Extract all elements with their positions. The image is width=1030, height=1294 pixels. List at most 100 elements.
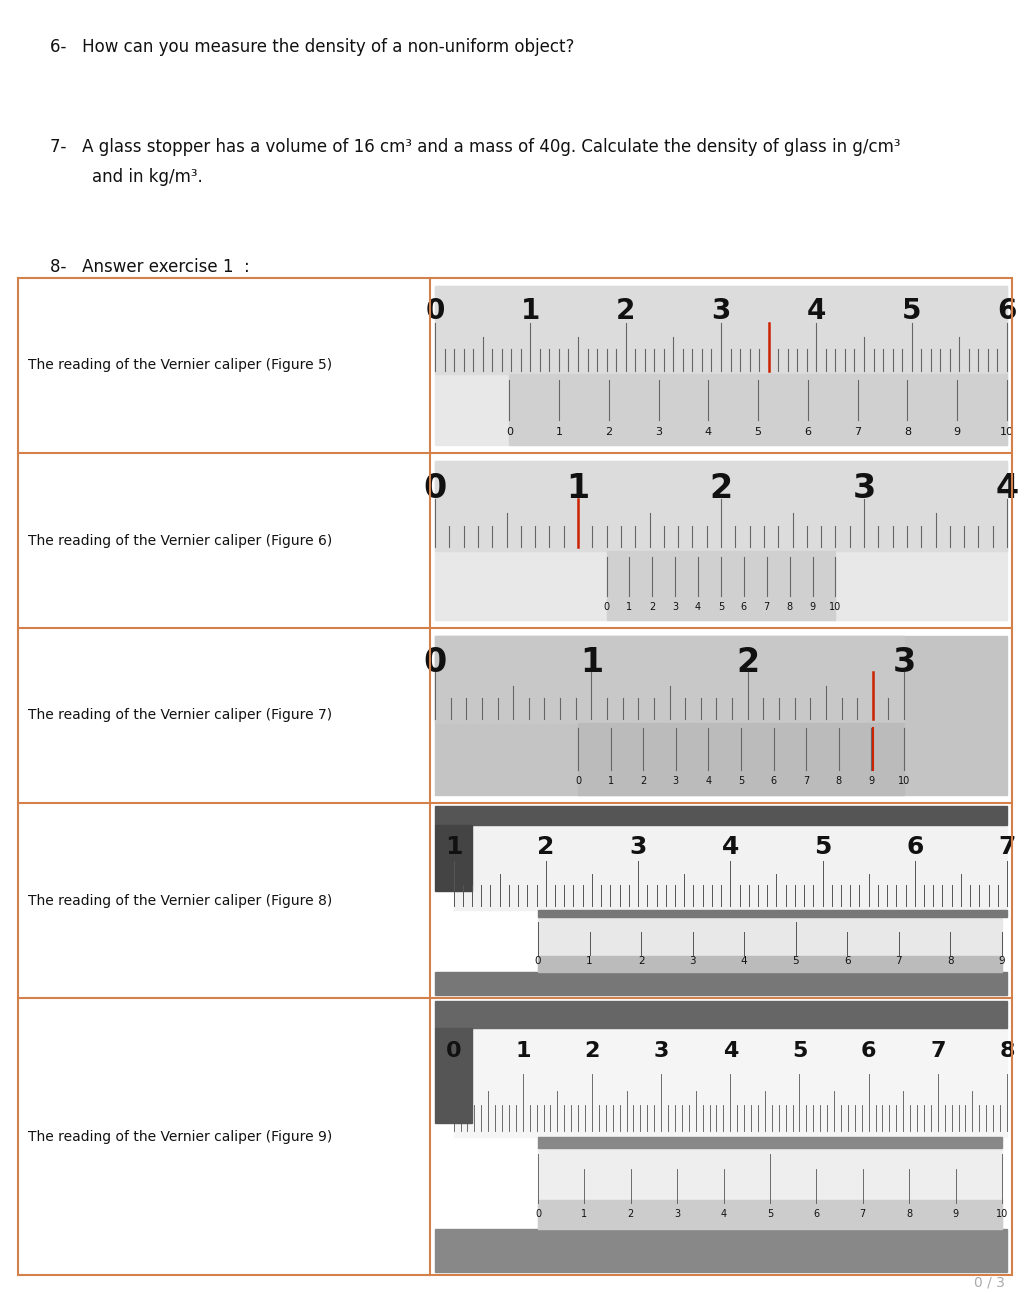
Text: 4: 4 — [695, 602, 701, 612]
Text: 0: 0 — [535, 1209, 541, 1219]
Text: 2: 2 — [638, 956, 645, 965]
Text: 2: 2 — [649, 602, 655, 612]
Text: 3: 3 — [853, 472, 875, 505]
Text: 1: 1 — [626, 602, 632, 612]
Text: 3: 3 — [674, 1209, 680, 1219]
Text: 9: 9 — [954, 427, 961, 436]
Bar — [435, 824, 472, 892]
Bar — [578, 722, 904, 795]
Text: 1: 1 — [566, 472, 589, 505]
Text: 1: 1 — [580, 647, 603, 679]
Bar — [538, 910, 1007, 917]
Bar — [435, 461, 1007, 620]
Text: 8: 8 — [835, 776, 842, 787]
Text: 6: 6 — [906, 835, 924, 859]
Text: 7: 7 — [930, 1042, 946, 1061]
Bar — [538, 917, 1002, 972]
Text: 5: 5 — [755, 427, 761, 436]
Text: 1: 1 — [586, 956, 593, 965]
Bar — [435, 286, 1007, 445]
Text: 6: 6 — [814, 1209, 820, 1219]
Text: 4: 4 — [806, 296, 826, 325]
Text: 10: 10 — [898, 776, 911, 787]
Text: 1: 1 — [555, 427, 562, 436]
Text: 6: 6 — [741, 602, 747, 612]
Text: 3: 3 — [655, 427, 662, 436]
Text: 2: 2 — [584, 1042, 599, 1061]
Text: 5: 5 — [767, 1209, 774, 1219]
Text: 8: 8 — [999, 1042, 1015, 1061]
Text: 8-   Answer exercise 1  :: 8- Answer exercise 1 : — [50, 258, 249, 276]
Text: 2: 2 — [640, 776, 647, 787]
Bar — [435, 1029, 472, 1123]
Text: 7: 7 — [854, 427, 861, 436]
Text: 3: 3 — [653, 1042, 668, 1061]
Bar — [538, 956, 1002, 972]
Bar — [538, 1148, 1002, 1228]
Text: 10: 10 — [996, 1209, 1008, 1219]
Text: 3: 3 — [629, 835, 647, 859]
Text: 4: 4 — [723, 1042, 737, 1061]
Text: 3: 3 — [689, 956, 696, 965]
Text: 0: 0 — [423, 647, 447, 679]
Bar — [435, 1002, 1007, 1029]
Text: 5: 5 — [792, 956, 799, 965]
Bar — [435, 635, 1007, 795]
Text: 4: 4 — [706, 776, 712, 787]
Bar — [435, 635, 904, 722]
Text: The reading of the Vernier caliper (Figure 6): The reading of the Vernier caliper (Figu… — [28, 533, 333, 547]
Bar — [538, 1201, 1002, 1228]
Text: 9: 9 — [868, 776, 874, 787]
Text: 5: 5 — [814, 835, 831, 859]
Text: 0: 0 — [425, 296, 445, 325]
Text: 9: 9 — [953, 1209, 959, 1219]
Text: 2: 2 — [710, 472, 732, 505]
Text: 9: 9 — [810, 602, 816, 612]
Text: 6: 6 — [804, 427, 812, 436]
Text: 10: 10 — [829, 602, 842, 612]
Text: 7: 7 — [998, 835, 1016, 859]
Text: 1: 1 — [608, 776, 614, 787]
Text: 0 / 3: 0 / 3 — [974, 1276, 1005, 1290]
Text: 5: 5 — [737, 776, 744, 787]
Text: 7: 7 — [803, 776, 810, 787]
Text: 6: 6 — [997, 296, 1017, 325]
Text: 3: 3 — [892, 647, 916, 679]
Text: 4: 4 — [995, 472, 1019, 505]
Text: The reading of the Vernier caliper (Figure 9): The reading of the Vernier caliper (Figu… — [28, 1130, 333, 1144]
Text: 9: 9 — [999, 956, 1005, 965]
Text: 2: 2 — [616, 296, 636, 325]
Text: 0: 0 — [423, 472, 447, 505]
Text: 2: 2 — [736, 647, 759, 679]
Text: 2: 2 — [537, 835, 554, 859]
Bar — [453, 1029, 1007, 1136]
Text: The reading of the Vernier caliper (Figure 5): The reading of the Vernier caliper (Figu… — [28, 358, 332, 373]
Text: 8: 8 — [948, 956, 954, 965]
Text: 8: 8 — [787, 602, 793, 612]
Bar — [607, 551, 835, 620]
Bar — [538, 1136, 1002, 1148]
Text: The reading of the Vernier caliper (Figure 8): The reading of the Vernier caliper (Figu… — [28, 893, 333, 907]
Text: 1: 1 — [581, 1209, 587, 1219]
Text: 2: 2 — [606, 427, 613, 436]
Text: 3: 3 — [673, 602, 679, 612]
Text: 8: 8 — [904, 427, 911, 436]
Text: 3: 3 — [673, 776, 679, 787]
Text: 1: 1 — [445, 835, 462, 859]
Text: 1: 1 — [521, 296, 540, 325]
Text: 6: 6 — [861, 1042, 877, 1061]
Text: 0: 0 — [446, 1042, 461, 1061]
Bar — [435, 806, 1007, 824]
Text: 4: 4 — [705, 427, 712, 436]
Text: 5: 5 — [902, 296, 922, 325]
Bar — [510, 374, 1007, 445]
Text: 5: 5 — [792, 1042, 808, 1061]
Text: 4: 4 — [741, 956, 748, 965]
Text: and in kg/m³.: and in kg/m³. — [50, 168, 203, 186]
Bar — [435, 286, 1007, 374]
Text: 4: 4 — [721, 1209, 726, 1219]
Bar — [435, 461, 1007, 551]
Text: 0: 0 — [575, 776, 581, 787]
Text: 0: 0 — [535, 956, 541, 965]
Text: 6-   How can you measure the density of a non-uniform object?: 6- How can you measure the density of a … — [50, 38, 575, 56]
